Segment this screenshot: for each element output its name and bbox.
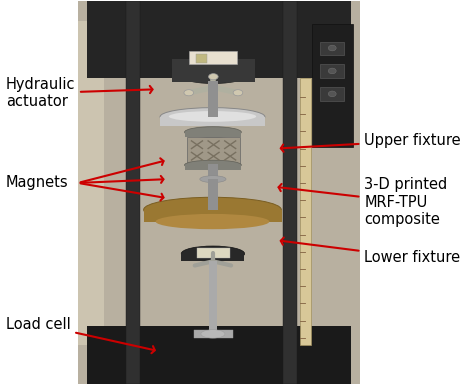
Ellipse shape: [209, 74, 218, 80]
Ellipse shape: [160, 108, 265, 126]
Bar: [126, 2, 140, 383]
Text: Upper fixture: Upper fixture: [281, 133, 461, 152]
Bar: [320, 64, 345, 78]
Bar: [189, 51, 237, 64]
Bar: [87, 326, 351, 383]
Bar: [320, 42, 345, 55]
Bar: [194, 330, 233, 338]
Bar: [78, 2, 360, 383]
Bar: [300, 78, 311, 345]
Bar: [320, 87, 345, 101]
Ellipse shape: [181, 246, 245, 261]
Ellipse shape: [155, 214, 269, 229]
Bar: [184, 132, 241, 137]
Bar: [196, 54, 207, 62]
Bar: [187, 137, 239, 164]
Ellipse shape: [184, 90, 193, 96]
Bar: [160, 117, 265, 126]
Bar: [283, 2, 297, 383]
Ellipse shape: [169, 111, 256, 122]
Bar: [144, 210, 282, 222]
Text: Magnets: Magnets: [6, 176, 68, 191]
Bar: [172, 59, 255, 82]
Ellipse shape: [144, 197, 281, 222]
Text: Hydraulic
actuator: Hydraulic actuator: [6, 77, 153, 109]
Text: Lower fixture: Lower fixture: [281, 238, 460, 265]
Bar: [197, 248, 229, 258]
Bar: [312, 24, 353, 147]
Ellipse shape: [328, 68, 336, 74]
Bar: [208, 80, 218, 117]
Text: Load cell: Load cell: [6, 317, 155, 353]
Ellipse shape: [200, 176, 226, 182]
Bar: [87, 2, 351, 78]
Bar: [184, 165, 241, 169]
Ellipse shape: [233, 90, 243, 96]
Ellipse shape: [172, 57, 255, 84]
Bar: [208, 179, 218, 210]
Ellipse shape: [328, 91, 336, 97]
Ellipse shape: [184, 160, 241, 170]
Ellipse shape: [201, 330, 225, 338]
Ellipse shape: [328, 45, 336, 51]
Bar: [181, 254, 245, 261]
Ellipse shape: [184, 127, 241, 137]
Bar: [78, 20, 104, 345]
Text: 3-D printed
MRF-TPU
composite: 3-D printed MRF-TPU composite: [279, 177, 447, 227]
Bar: [209, 261, 217, 330]
Bar: [208, 164, 218, 179]
